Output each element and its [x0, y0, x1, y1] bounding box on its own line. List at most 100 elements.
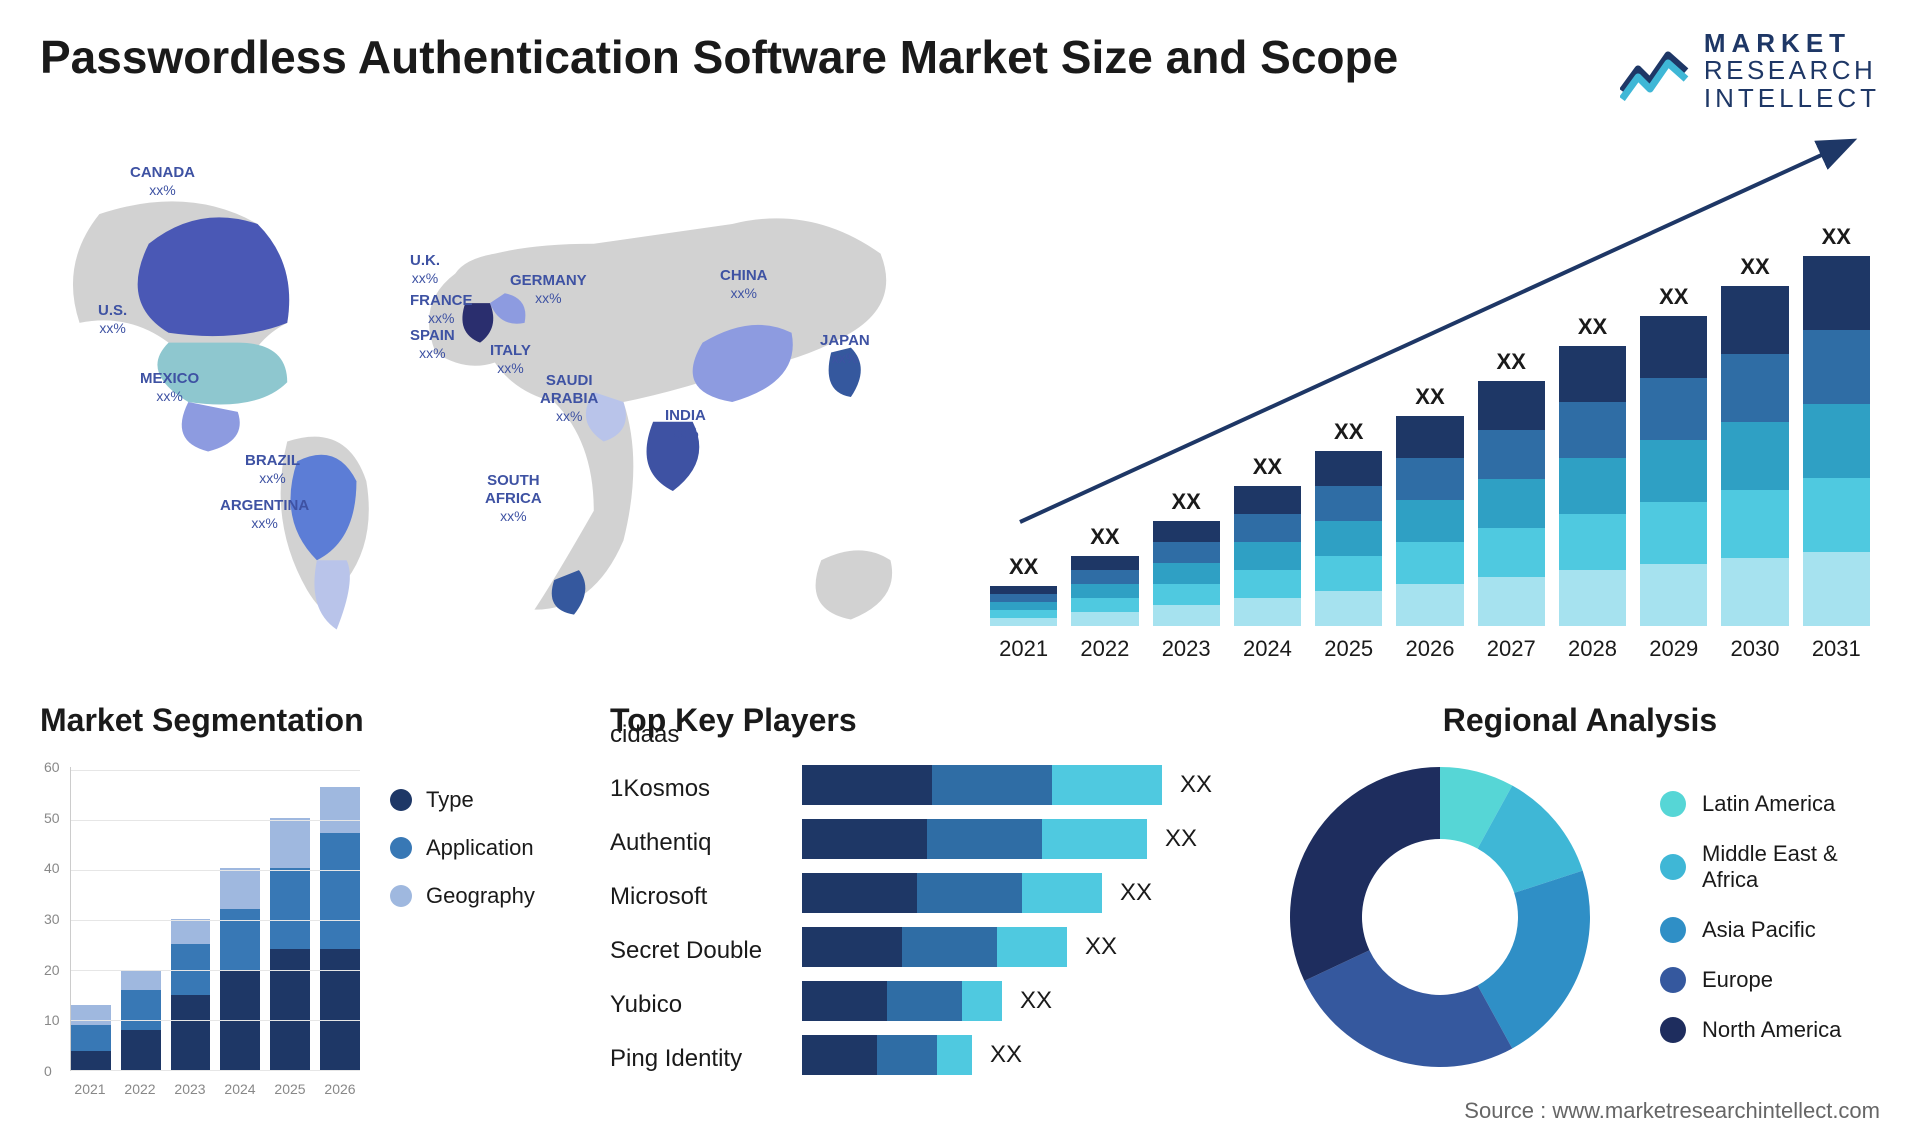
bar-value-label: XX [1009, 554, 1038, 580]
segmentation-legend: TypeApplicationGeography [390, 757, 535, 909]
player-bar-segment [877, 1035, 937, 1075]
seg-x-label: 2024 [220, 1081, 260, 1097]
player-bar-segment [1022, 873, 1102, 913]
bar-value-label: XX [1578, 314, 1607, 340]
bar-column: XX2021 [990, 554, 1057, 662]
legend-dot [390, 837, 412, 859]
bar-value-label: XX [1090, 524, 1119, 550]
bar-segment [1153, 605, 1220, 626]
bar-year-label: 2028 [1568, 636, 1617, 662]
bar-column: XX2031 [1803, 224, 1870, 662]
legend-dot [390, 789, 412, 811]
seg-x-label: 2022 [120, 1081, 160, 1097]
player-name: Ping Identity [610, 1039, 780, 1079]
bar-segment [1071, 556, 1138, 570]
donut-segment [1304, 950, 1512, 1067]
bar-segment [1396, 584, 1463, 626]
country-label: U.K.xx% [410, 252, 440, 288]
legend-dot [390, 885, 412, 907]
bar-segment [1640, 440, 1707, 502]
header: Passwordless Authentication Software Mar… [40, 30, 1880, 112]
bar-column: XX 2030 [1721, 254, 1788, 662]
logo-line-2: RESEARCH [1704, 57, 1880, 84]
players-panel: Top Key Players cidaas1KosmosAuthentiqMi… [610, 702, 1250, 1142]
bar-value-label: XX [1740, 254, 1769, 280]
player-bar [802, 873, 1102, 913]
bar-column: XX2029 [1640, 284, 1707, 662]
seg-bar-segment [270, 818, 310, 869]
player-bar-segment [802, 765, 932, 805]
bar-segment [1396, 500, 1463, 542]
bar-segment [1803, 404, 1870, 478]
bar-segment [1803, 552, 1870, 626]
player-bar-segment [802, 1035, 877, 1075]
player-value-label: XX [1020, 987, 1052, 1015]
bar-column: XX2022 [1071, 524, 1138, 662]
seg-y-tick: 30 [44, 911, 60, 927]
bar-segment [1721, 422, 1788, 490]
player-name: Microsoft [610, 877, 780, 917]
bar-segment [990, 594, 1057, 602]
region-legend-label: Latin America [1702, 791, 1835, 817]
bar-segment [1478, 577, 1545, 626]
country-label: BRAZILxx% [245, 452, 300, 488]
region-legend-label: Europe [1702, 967, 1773, 993]
main-bar-chart: XX2021XX2022XX2023XX2024XX2025XX2026XX20… [980, 142, 1880, 662]
bar-segment [1234, 486, 1301, 514]
bar-segment [1396, 542, 1463, 584]
bar-segment [1153, 563, 1220, 584]
bar-segment [1315, 451, 1382, 486]
bar-year-label: 2023 [1162, 636, 1211, 662]
legend-item: Type [390, 787, 535, 813]
player-row: XX [802, 981, 1212, 1021]
bar-year-label: 2029 [1649, 636, 1698, 662]
segmentation-title: Market Segmentation [40, 702, 580, 739]
region-legend-item: North America [1660, 1017, 1880, 1043]
bar-segment [1071, 584, 1138, 598]
seg-bar-segment [171, 944, 211, 995]
bar-segment [1478, 528, 1545, 577]
segmentation-panel: Market Segmentation 0102030405060 202120… [40, 702, 580, 1142]
bar-segment [1234, 598, 1301, 626]
region-legend-item: Asia Pacific [1660, 917, 1880, 943]
region-legend-item: Latin America [1660, 791, 1880, 817]
seg-y-tick: 10 [44, 1012, 60, 1028]
bar-year-label: 2024 [1243, 636, 1292, 662]
region-legend-dot [1660, 791, 1686, 817]
player-bar-segment [962, 981, 1002, 1021]
bar-segment [1153, 584, 1220, 605]
bar-segment [990, 618, 1057, 626]
region-legend-item: Middle East & Africa [1660, 841, 1880, 893]
bar-segment [1315, 591, 1382, 626]
bar-segment [1153, 542, 1220, 563]
legend-label: Type [426, 787, 474, 813]
bar-segment [1640, 378, 1707, 440]
bar-segment [1559, 570, 1626, 626]
bar-segment [1721, 558, 1788, 626]
bar-segment [1071, 570, 1138, 584]
player-bar [802, 927, 1067, 967]
country-label: SOUTHAFRICAxx% [485, 472, 542, 526]
seg-x-label: 2023 [170, 1081, 210, 1097]
legend-label: Application [426, 835, 534, 861]
country-label: CHINAxx% [720, 267, 768, 303]
seg-bar-column [71, 1005, 111, 1071]
bar-segment [1803, 478, 1870, 552]
region-legend-dot [1660, 917, 1686, 943]
donut-segment [1290, 767, 1440, 981]
seg-bar-segment [71, 1025, 111, 1050]
bar-segment [1640, 502, 1707, 564]
region-legend-label: Asia Pacific [1702, 917, 1816, 943]
player-name: Yubico [610, 985, 780, 1025]
player-bar-segment [997, 927, 1067, 967]
bar-year-label: 2030 [1731, 636, 1780, 662]
bar-segment [1071, 598, 1138, 612]
bar-value-label: XX [1253, 454, 1282, 480]
segmentation-chart: 0102030405060 202120222023202420252026 [40, 757, 360, 1097]
seg-bar-segment [71, 1051, 111, 1071]
bar-year-label: 2026 [1405, 636, 1454, 662]
bar-column: XX2023 [1153, 489, 1220, 662]
seg-y-tick: 60 [44, 759, 60, 775]
seg-bar-segment [220, 868, 260, 909]
brand-logo: MARKET RESEARCH INTELLECT [1620, 30, 1880, 112]
